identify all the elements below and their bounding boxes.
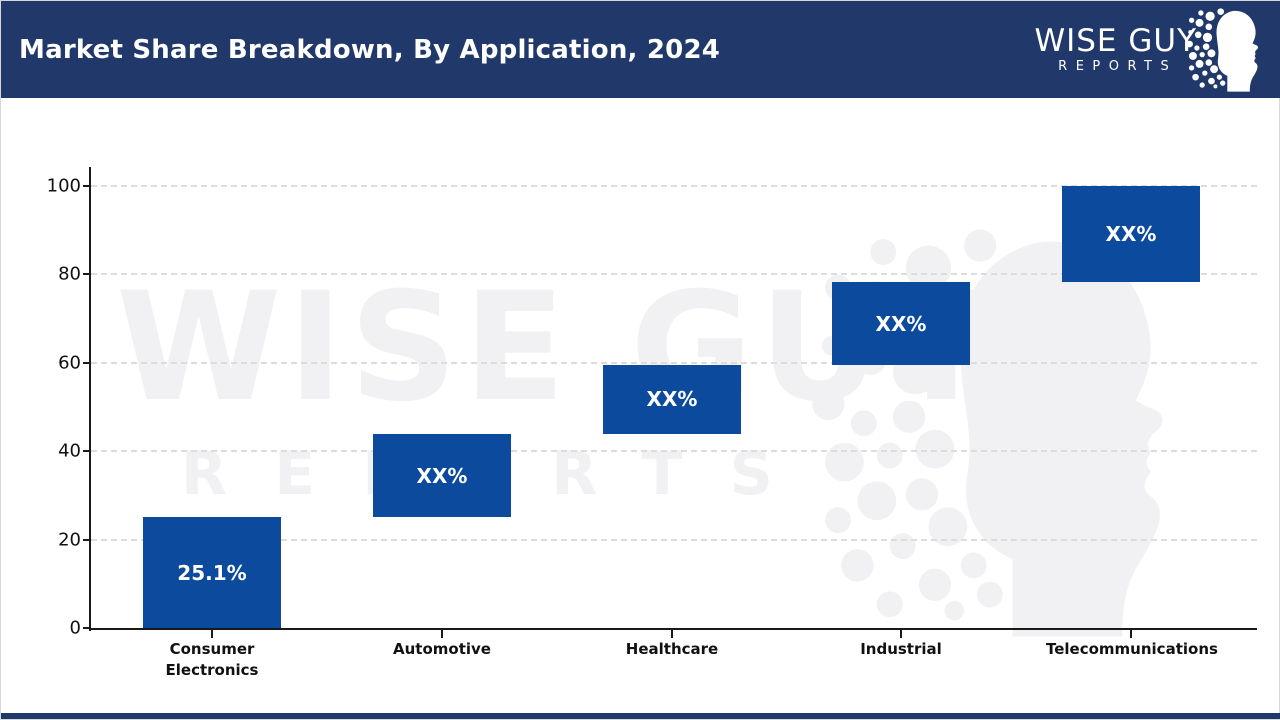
- logo-wordmark-line1: WISE GUY: [1034, 22, 1197, 59]
- bar-telecommunications: XX%: [1062, 186, 1200, 283]
- bar-value-label-consumer-electronics: 25.1%: [177, 560, 247, 585]
- bar-consumer-electronics: 25.1%: [143, 517, 281, 628]
- x-axis-label-healthcare: Healthcare: [625, 640, 719, 658]
- bar-value-label-industrial: XX%: [875, 311, 927, 336]
- x-axis-tick-telecommunications: [1130, 630, 1132, 638]
- y-axis-label-80: 80: [58, 263, 81, 285]
- y-axis-label-40: 40: [58, 440, 81, 462]
- bar-value-label-telecommunications: XX%: [1105, 222, 1157, 247]
- y-axis-label-0: 0: [69, 617, 81, 639]
- gridline-60: [91, 361, 1257, 364]
- y-axis-tick-40: [83, 450, 91, 453]
- page-title: Market Share Breakdown, By Application, …: [19, 34, 721, 65]
- y-axis-tick-60: [83, 361, 91, 364]
- header: Market Share Breakdown, By Application, …: [1, 1, 1280, 98]
- gridline-80: [91, 273, 1257, 276]
- x-axis-tick-automotive: [441, 630, 443, 638]
- x-axis-line: [89, 628, 1257, 630]
- bar-industrial: XX%: [832, 282, 970, 365]
- bar-healthcare: XX%: [603, 365, 741, 434]
- gridline-20: [91, 538, 1257, 541]
- y-axis-label-100: 100: [46, 175, 81, 197]
- x-axis-label-automotive: Automotive: [393, 640, 491, 658]
- x-axis-label-telecommunications: Telecommunications: [1046, 640, 1218, 658]
- y-axis-label-60: 60: [58, 352, 81, 374]
- y-axis-tick-80: [83, 273, 91, 276]
- y-axis-label-20: 20: [58, 529, 81, 551]
- y-axis-tick-100: [83, 185, 91, 187]
- x-axis-tick-healthcare: [671, 630, 673, 638]
- x-axis-label-industrial: Industrial: [860, 640, 942, 658]
- x-axis-label-consumer-electronics: Consumer Electronics: [165, 640, 259, 679]
- x-axis-tick-industrial: [900, 630, 902, 638]
- y-axis-tick-20: [83, 538, 91, 541]
- x-axis-tick-consumer-electronics: [211, 630, 213, 638]
- y-axis-tick-0: [83, 627, 91, 629]
- y-axis-line: [89, 167, 91, 631]
- bar-value-label-automotive: XX%: [416, 463, 468, 488]
- logo-wordmark: WISE GUY REPORTS: [1034, 25, 1197, 75]
- gridline-40: [91, 450, 1257, 453]
- footer-bar: [1, 713, 1280, 719]
- bar-value-label-healthcare: XX%: [646, 387, 698, 412]
- bar-automotive: XX%: [373, 433, 511, 518]
- gridline-100: [91, 185, 1257, 187]
- logo-wordmark-line2: REPORTS: [1058, 59, 1178, 75]
- wiseguy-logo: WISE GUY REPORTS: [1034, 7, 1269, 93]
